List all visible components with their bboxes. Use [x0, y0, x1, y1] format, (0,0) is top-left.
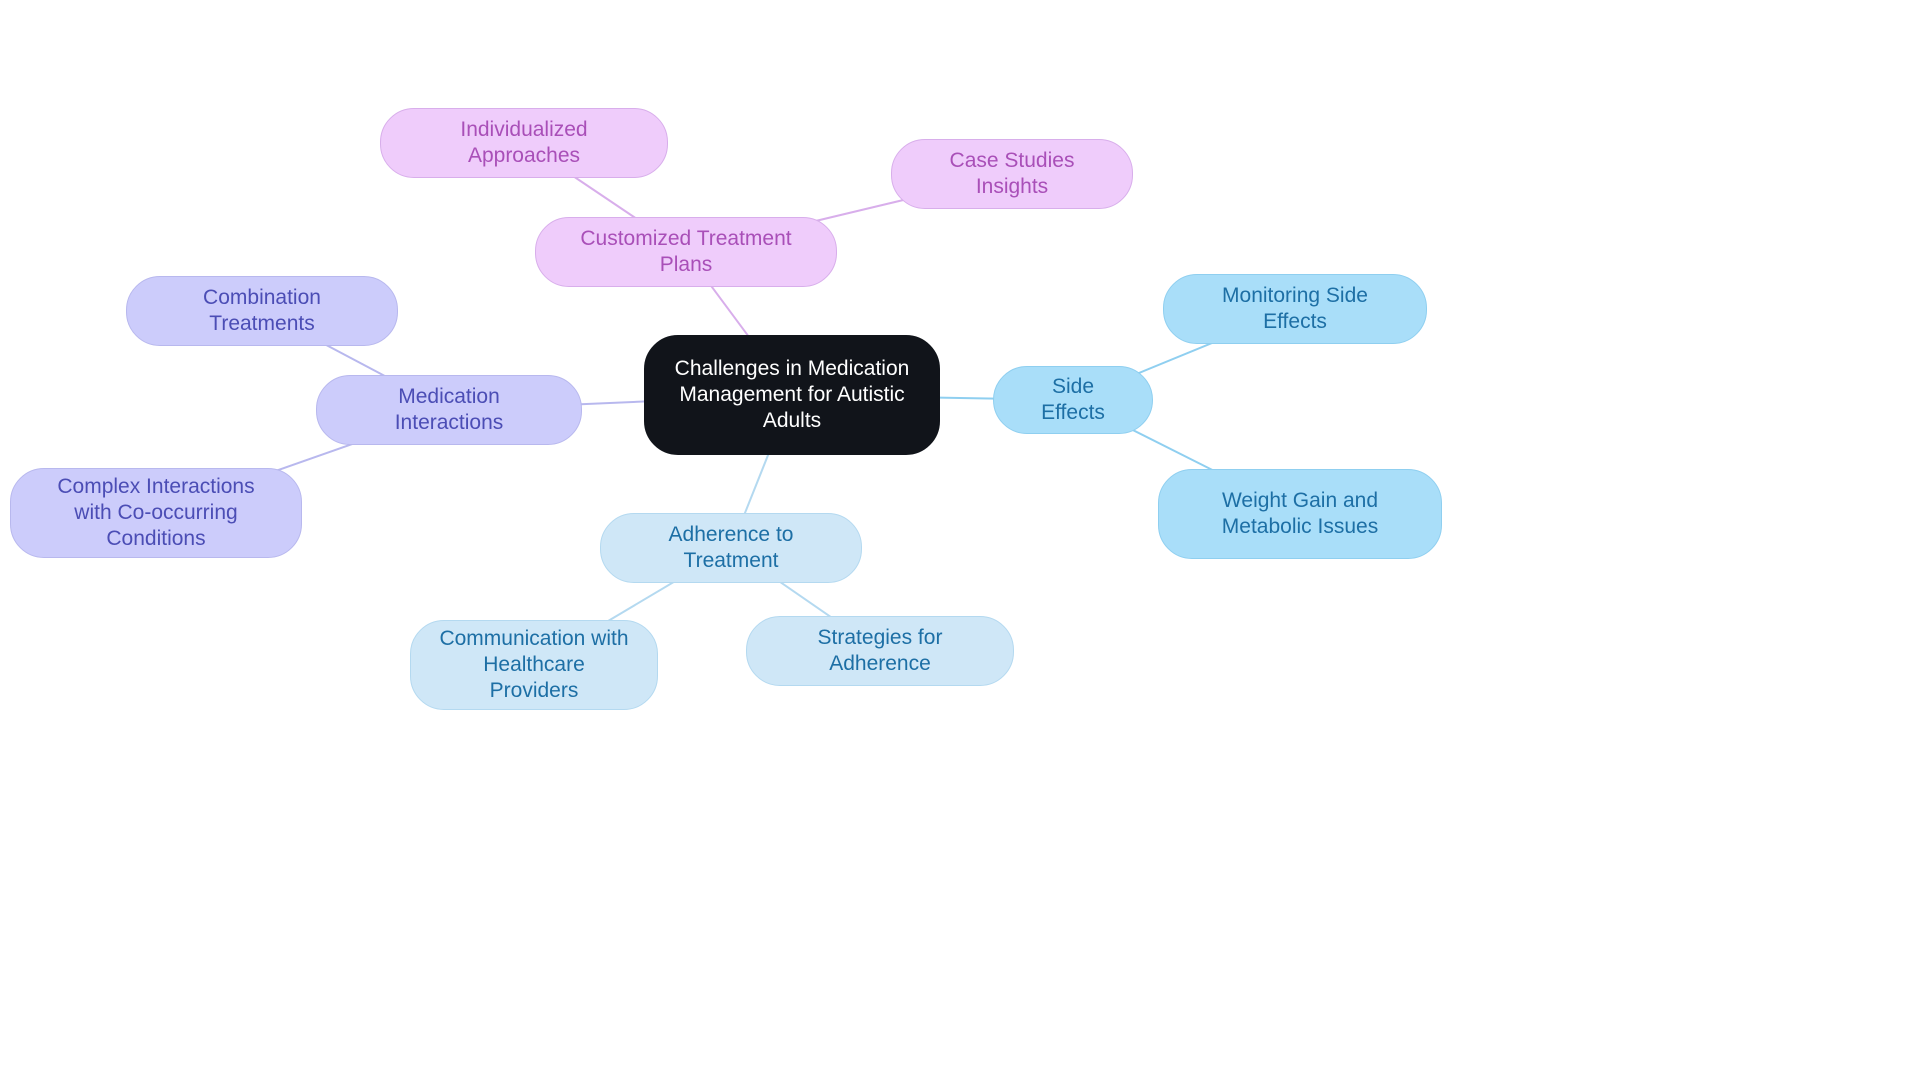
node-adherence: Adherence to Treatment [600, 513, 862, 583]
node-complex: Complex Interactions with Co-occurring C… [10, 468, 302, 558]
node-case-studies: Case Studies Insights [891, 139, 1133, 209]
center-node: Challenges in Medication Management for … [644, 335, 940, 455]
node-strategies: Strategies for Adherence [746, 616, 1014, 686]
node-weight-gain: Weight Gain and Metabolic Issues [1158, 469, 1442, 559]
node-individualized: Individualized Approaches [380, 108, 668, 178]
node-interactions: Medication Interactions [316, 375, 582, 445]
node-communication: Communication with Healthcare Providers [410, 620, 658, 710]
node-combination: Combination Treatments [126, 276, 398, 346]
node-monitoring: Monitoring Side Effects [1163, 274, 1427, 344]
node-side-effects: Side Effects [993, 366, 1153, 434]
node-customized: Customized Treatment Plans [535, 217, 837, 287]
